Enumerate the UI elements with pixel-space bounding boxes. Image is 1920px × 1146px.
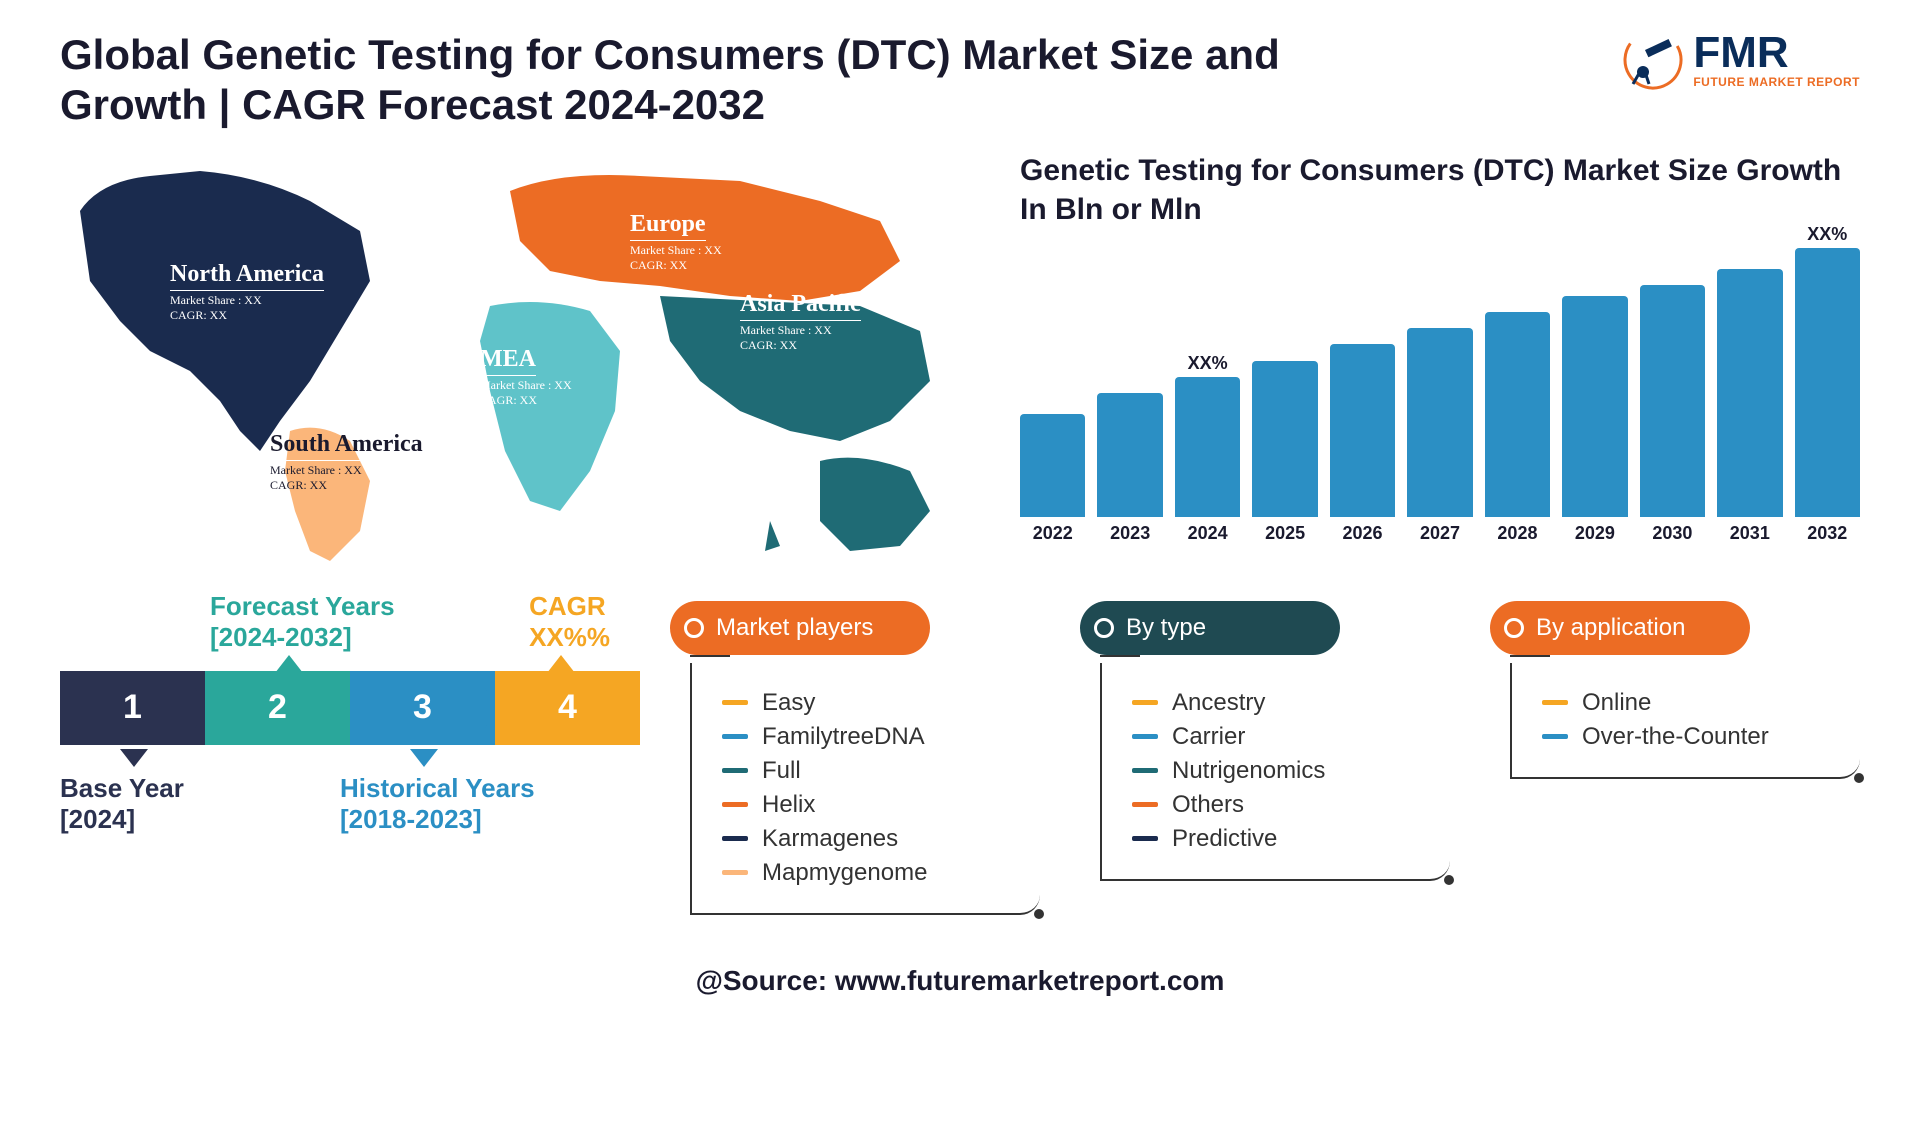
bar-chart: 20222023XX%20242025202620272028202920302… <box>1020 244 1860 544</box>
region-label: MEAMarket Share : XXCAGR: XX <box>480 346 572 409</box>
base-year-label: Base Year [2024] <box>60 773 184 835</box>
timeline: Forecast Years [2024-2032] CAGR XX%% 123… <box>60 601 640 915</box>
chart-title: Genetic Testing for Consumers (DTC) Mark… <box>1020 151 1860 229</box>
category-section: By application Online Over-the-Counter <box>1490 601 1860 915</box>
source-attribution: @Source: www.futuremarketreport.com <box>60 965 1860 997</box>
timeline-segment: 3 <box>350 671 495 745</box>
world-map: North AmericaMarket Share : XXCAGR: XX So… <box>60 151 980 571</box>
list-item: Online <box>1542 689 1840 717</box>
list-item: Helix <box>722 791 1020 819</box>
bar: 2029 <box>1562 296 1627 544</box>
list-item: Mapmygenome <box>722 859 1020 887</box>
list-item: Ancestry <box>1132 689 1430 717</box>
region-label: EuropeMarket Share : XXCAGR: XX <box>630 211 722 274</box>
bar: 2026 <box>1330 344 1395 543</box>
region-label: South AmericaMarket Share : XXCAGR: XX <box>270 431 423 494</box>
cagr-label: CAGR XX%% <box>529 591 610 653</box>
list-item: Predictive <box>1132 825 1430 853</box>
list-item: Easy <box>722 689 1020 717</box>
bar: 2030 <box>1640 285 1705 544</box>
category-header: By application <box>1490 601 1750 655</box>
list-item: Full <box>722 757 1020 785</box>
arrow-down-icon <box>410 749 438 767</box>
region-label: North AmericaMarket Share : XXCAGR: XX <box>170 261 324 324</box>
bar: 2025 <box>1252 361 1317 544</box>
bar: 2028 <box>1485 312 1550 544</box>
arrow-down-icon <box>120 749 148 767</box>
list-item: Others <box>1132 791 1430 819</box>
logo-subtitle: FUTURE MARKET REPORT <box>1693 75 1860 89</box>
bar: XX%2024 <box>1175 377 1240 544</box>
page-title: Global Genetic Testing for Consumers (DT… <box>60 30 1360 131</box>
category-section: By type Ancestry Carrier Nutrigenomics Other… <box>1080 601 1450 915</box>
list-item: FamilytreeDNA <box>722 723 1020 751</box>
list-item: Karmagenes <box>722 825 1020 853</box>
timeline-segment: 4 <box>495 671 640 745</box>
timeline-bar: 1234 <box>60 671 640 745</box>
category-body: Online Over-the-Counter <box>1510 663 1860 779</box>
bar: XX%2032 <box>1795 248 1860 544</box>
bar: 2031 <box>1717 269 1782 544</box>
forecast-label: Forecast Years [2024-2032] <box>210 591 395 653</box>
list-item: Carrier <box>1132 723 1430 751</box>
list-item: Over-the-Counter <box>1542 723 1840 751</box>
category-header: By type <box>1080 601 1340 655</box>
telescope-icon <box>1623 30 1683 90</box>
category-header: Market players <box>670 601 930 655</box>
growth-chart: Genetic Testing for Consumers (DTC) Mark… <box>1020 151 1860 571</box>
logo-text: FMR <box>1693 31 1860 75</box>
bar: 2027 <box>1407 328 1472 543</box>
timeline-segment: 2 <box>205 671 350 745</box>
category-body: Easy FamilytreeDNA Full Helix Karmagenes Mapm… <box>690 663 1040 915</box>
region-label: Asia PacificMarket Share : XXCAGR: XX <box>740 291 861 354</box>
historical-label: Historical Years [2018-2023] <box>340 773 535 835</box>
category-body: Ancestry Carrier Nutrigenomics Others Predic… <box>1100 663 1450 881</box>
bar: 2023 <box>1097 393 1162 544</box>
bar: 2022 <box>1020 414 1085 543</box>
timeline-segment: 1 <box>60 671 205 745</box>
list-item: Nutrigenomics <box>1132 757 1430 785</box>
category-section: Market players Easy FamilytreeDNA Full Helix… <box>670 601 1040 915</box>
fmr-logo: FMR FUTURE MARKET REPORT <box>1623 30 1860 90</box>
